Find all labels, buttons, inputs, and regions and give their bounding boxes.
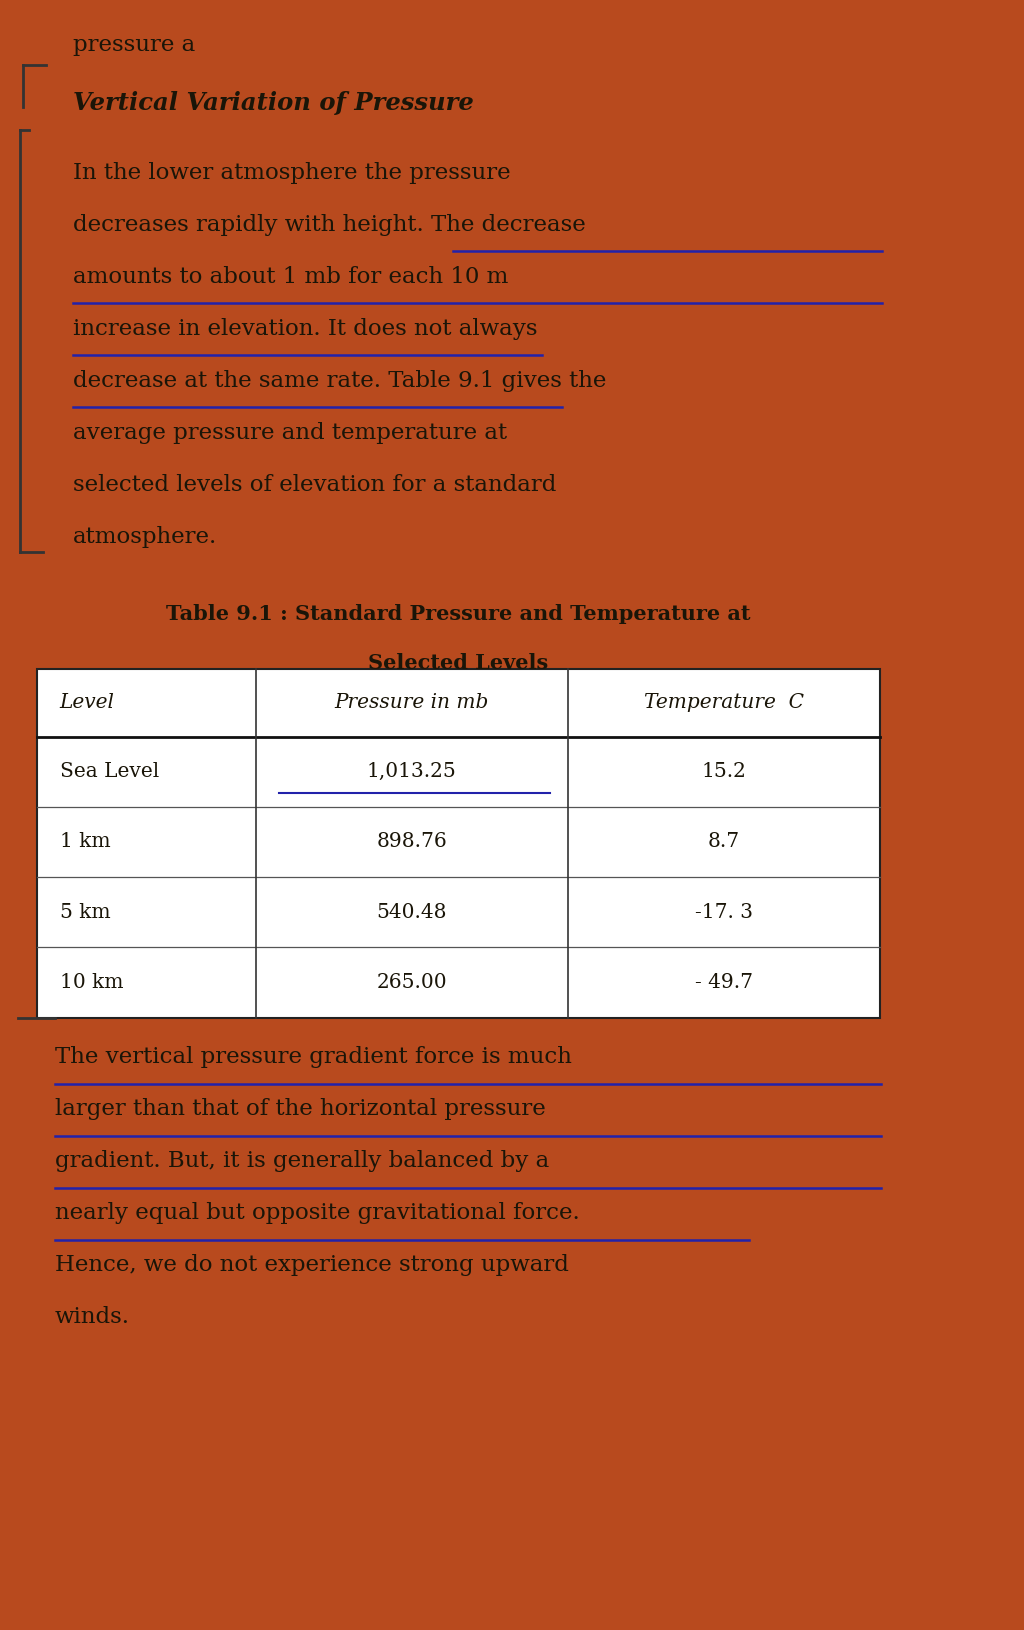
Text: In the lower atmosphere the pressure: In the lower atmosphere the pressure [74, 161, 511, 184]
Text: Sea Level: Sea Level [59, 763, 159, 781]
Text: 5 km: 5 km [59, 903, 111, 921]
Text: 10 km: 10 km [59, 973, 123, 993]
Text: Temperature  C: Temperature C [644, 693, 804, 712]
Text: larger than that of the horizontal pressure: larger than that of the horizontal press… [55, 1099, 546, 1120]
Text: - 49.7: - 49.7 [695, 973, 753, 993]
Text: 1 km: 1 km [59, 833, 111, 851]
Text: 540.48: 540.48 [377, 903, 447, 921]
Text: Pressure in mb: Pressure in mb [335, 693, 489, 712]
Text: -17. 3: -17. 3 [695, 903, 753, 921]
Text: average pressure and temperature at: average pressure and temperature at [74, 422, 508, 443]
Text: increase in elevation. It does not always: increase in elevation. It does not alway… [74, 318, 538, 339]
Text: winds.: winds. [55, 1306, 130, 1328]
Text: decreases rapidly with height. The decrease: decreases rapidly with height. The decre… [74, 214, 586, 236]
Text: pressure a: pressure a [74, 34, 196, 55]
Text: nearly equal but opposite gravitational force.: nearly equal but opposite gravitational … [55, 1203, 580, 1224]
Text: The vertical pressure gradient force is much: The vertical pressure gradient force is … [55, 1046, 571, 1068]
Text: 8.7: 8.7 [708, 833, 740, 851]
Text: Selected Levels: Selected Levels [368, 654, 549, 673]
Text: atmosphere.: atmosphere. [74, 526, 217, 548]
Text: Hence, we do not experience strong upward: Hence, we do not experience strong upwar… [55, 1255, 569, 1276]
Text: 265.00: 265.00 [377, 973, 447, 993]
Text: Level: Level [59, 693, 115, 712]
Text: decrease at the same rate. Table 9.1 gives the: decrease at the same rate. Table 9.1 giv… [74, 370, 606, 391]
Text: 1,013.25: 1,013.25 [367, 763, 457, 781]
Text: Table 9.1 : Standard Pressure and Temperature at: Table 9.1 : Standard Pressure and Temper… [166, 605, 751, 624]
Text: 898.76: 898.76 [377, 833, 447, 851]
Text: amounts to about 1 mb for each 10 m: amounts to about 1 mb for each 10 m [74, 266, 509, 289]
Text: gradient. But, it is generally balanced by a: gradient. But, it is generally balanced … [55, 1151, 549, 1172]
Text: selected levels of elevation for a standard: selected levels of elevation for a stand… [74, 474, 557, 496]
Text: Vertical Variation of Pressure: Vertical Variation of Pressure [74, 91, 474, 116]
Bar [37, 668, 880, 1017]
Text: 15.2: 15.2 [701, 763, 746, 781]
